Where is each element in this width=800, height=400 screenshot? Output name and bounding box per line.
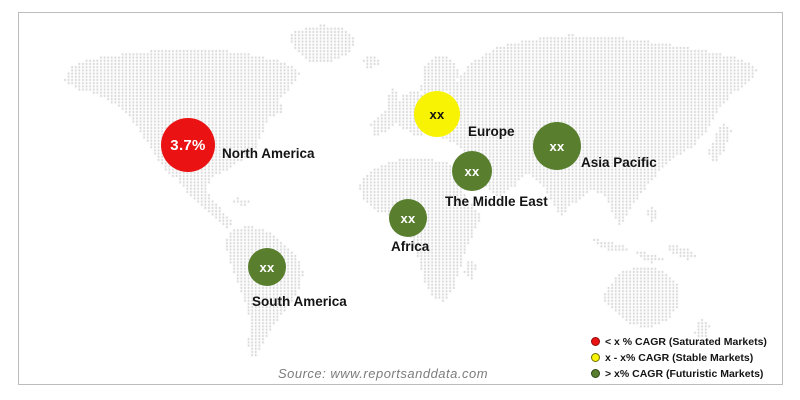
region-value: xx — [259, 259, 275, 275]
legend-item-saturated: < x % CAGR (Saturated Markets) — [591, 334, 767, 349]
region-value: xx — [464, 163, 480, 179]
legend: < x % CAGR (Saturated Markets) x - x% CAG… — [591, 334, 767, 382]
legend-label: > x% CAGR (Futuristic Markets) — [605, 367, 764, 380]
region-label-north-america: North America — [222, 146, 315, 161]
legend-item-stable: x - x% CAGR (Stable Markets) — [591, 350, 767, 365]
region-bubble-europe: xx — [414, 91, 460, 137]
region-bubble-the-middle-east: xx — [452, 151, 492, 191]
legend-item-futuristic: > x% CAGR (Futuristic Markets) — [591, 366, 767, 381]
region-label-europe: Europe — [468, 124, 515, 139]
map-frame — [18, 12, 783, 385]
legend-swatch-futuristic — [591, 369, 600, 378]
region-bubble-asia-pacific: xx — [533, 122, 581, 170]
region-value: xx — [549, 138, 565, 154]
source-text: Source: www.reportsanddata.com — [277, 366, 489, 381]
region-value: xx — [400, 210, 416, 226]
legend-label: < x % CAGR (Saturated Markets) — [605, 335, 767, 348]
legend-swatch-saturated — [591, 337, 600, 346]
region-label-asia-pacific: Asia Pacific — [581, 155, 657, 170]
region-label-the-middle-east: The Middle East — [445, 194, 548, 209]
region-value: 3.7% — [170, 136, 206, 154]
legend-label: x - x% CAGR (Stable Markets) — [605, 351, 754, 364]
region-label-south-america: South America — [252, 294, 347, 309]
region-label-africa: Africa — [391, 239, 430, 254]
region-bubble-south-america: xx — [248, 248, 286, 286]
region-value: xx — [429, 106, 445, 122]
region-bubble-north-america: 3.7% — [161, 118, 215, 172]
region-bubble-africa: xx — [389, 199, 427, 237]
legend-swatch-stable — [591, 353, 600, 362]
